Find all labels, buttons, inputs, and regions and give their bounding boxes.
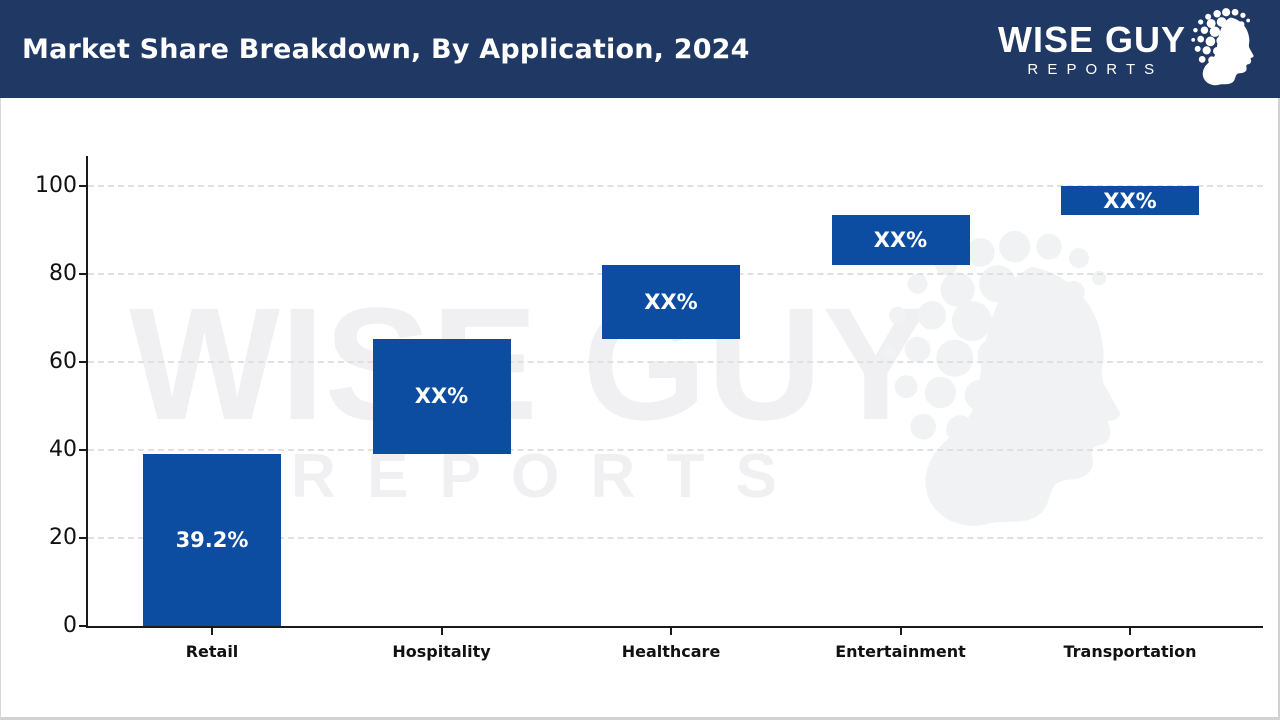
y-tick-label: 80 xyxy=(49,261,77,286)
x-tick-label: Retail xyxy=(185,642,239,661)
x-tick-mark xyxy=(1129,628,1131,635)
bar-value-label: 39.2% xyxy=(175,527,249,552)
bar-hospitality: XX% xyxy=(372,339,511,454)
y-tick-mark xyxy=(79,361,88,363)
watermark-head-icon xyxy=(849,226,1149,556)
watermark-text-line2: R E P O R T S xyxy=(291,442,784,511)
brand-text: WISE GUY R E P O R T S xyxy=(997,18,1186,78)
y-tick-mark xyxy=(79,273,88,275)
x-axis-line xyxy=(86,626,1263,628)
x-tick-label: Transportation xyxy=(1063,642,1197,661)
y-tick-label: 40 xyxy=(49,437,77,462)
y-tick-mark xyxy=(79,185,88,187)
bar-value-label: XX% xyxy=(644,290,698,315)
y-gridline xyxy=(88,449,1263,451)
y-tick-label: 0 xyxy=(63,613,77,638)
watermark-text-line1: WISE GUY xyxy=(129,274,930,453)
bar-value-label: XX% xyxy=(1103,188,1157,213)
x-tick-label: Hospitality xyxy=(392,642,491,661)
brand-subtitle: R E P O R T S xyxy=(1027,60,1157,78)
y-gridline xyxy=(88,185,1263,187)
y-axis-line xyxy=(86,156,88,628)
bar-value-label: XX% xyxy=(414,384,469,409)
brand-logo: WISE GUY R E P O R T S xyxy=(998,5,1262,93)
x-tick-mark xyxy=(899,628,902,635)
bar-entertainment: XX% xyxy=(831,215,970,266)
chart-area: WISE GUY R E P O R T S 0 20 40 60 80 100 39.2%… xyxy=(0,98,1280,720)
y-tick-mark xyxy=(79,449,88,451)
y-tick-label: 60 xyxy=(49,349,77,374)
page-header: Market Share Breakdown, By Application, … xyxy=(0,0,1280,98)
page-title: Market Share Breakdown, By Application, … xyxy=(22,33,750,65)
x-tick-mark xyxy=(670,628,672,635)
x-tick-mark xyxy=(211,628,213,635)
x-tick-mark xyxy=(440,628,443,635)
x-tick-label: Healthcare xyxy=(621,642,721,661)
bar-retail: 39.2% xyxy=(143,453,281,626)
bar-value-label: XX% xyxy=(873,228,928,253)
bar-transportation: XX% xyxy=(1061,186,1199,216)
brand-name: WISE GUY xyxy=(997,18,1186,60)
y-gridline xyxy=(88,537,1263,539)
y-tick-label: 100 xyxy=(35,173,77,198)
x-tick-label: Entertainment xyxy=(835,642,966,661)
y-gridline xyxy=(88,361,1263,363)
y-tick-label: 20 xyxy=(49,525,77,550)
bar-healthcare: XX% xyxy=(602,265,740,340)
brand-head-icon xyxy=(1182,7,1262,93)
y-tick-mark xyxy=(79,625,88,627)
y-tick-mark xyxy=(79,537,88,539)
